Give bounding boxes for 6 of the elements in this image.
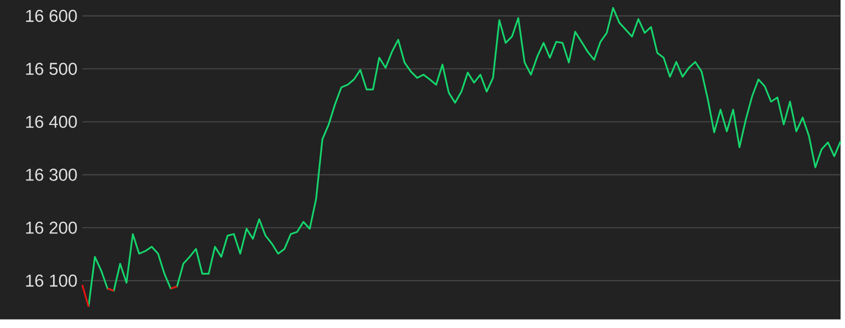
y-tick-label: 16 600 xyxy=(26,10,77,22)
y-tick-label: 16 200 xyxy=(26,221,77,234)
y-tick-label: 16 400 xyxy=(26,115,77,128)
y-tick-label: 16 500 xyxy=(26,62,77,75)
y-tick-label: 16 300 xyxy=(26,168,77,181)
y-tick-label: 16 100 xyxy=(26,274,77,287)
